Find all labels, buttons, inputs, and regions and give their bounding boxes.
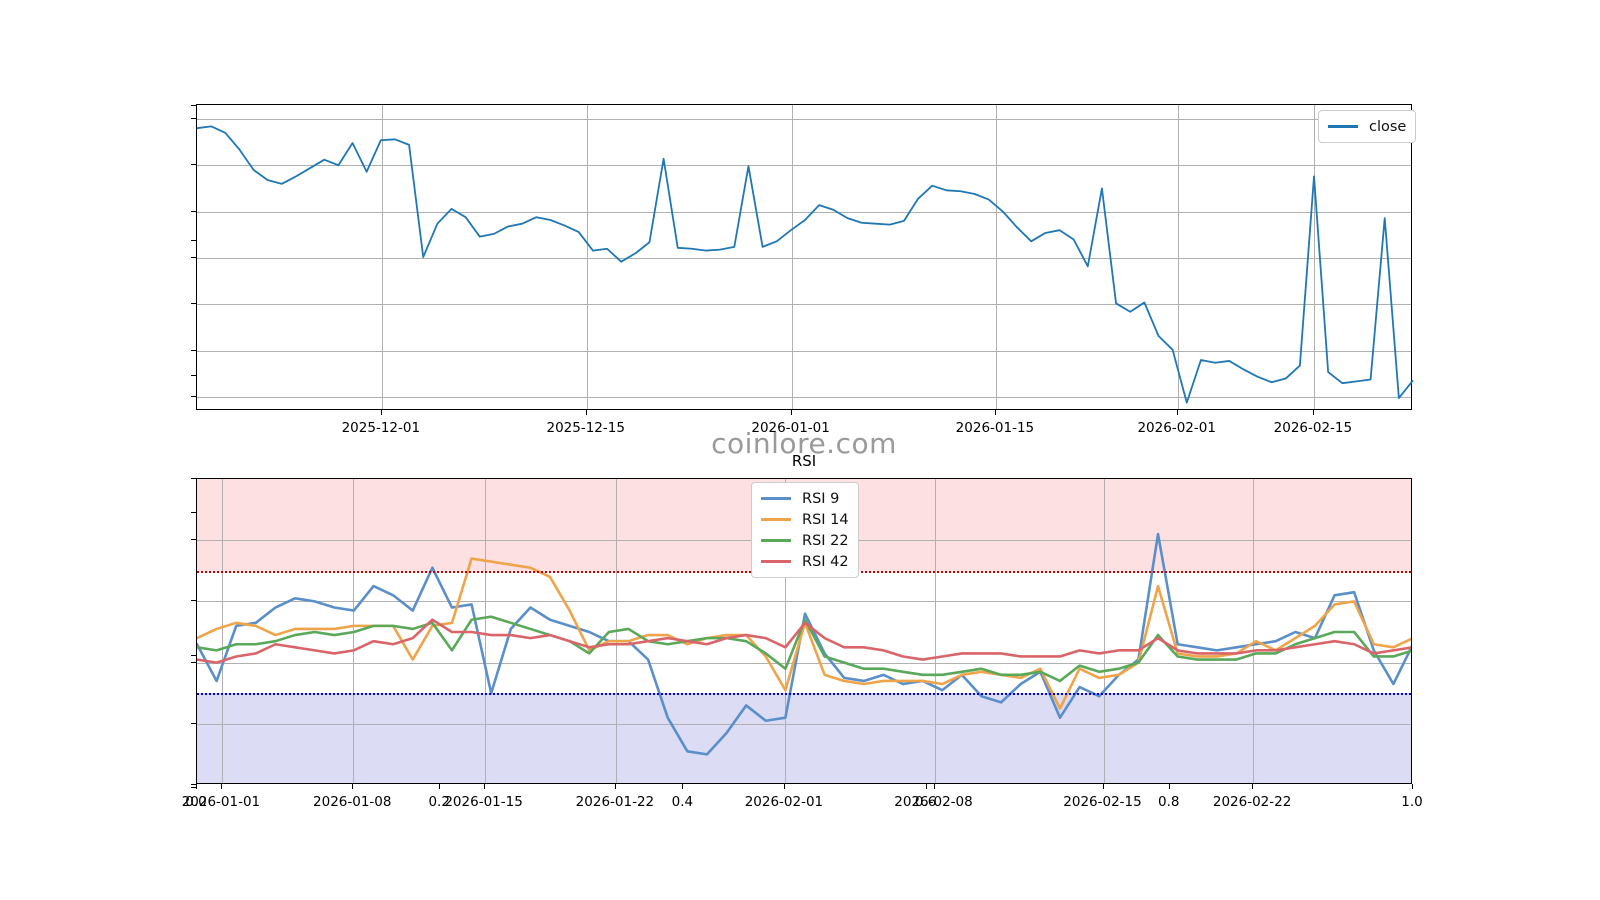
rsi-x-tick-label: 2026-01-15	[444, 794, 523, 810]
legend-label: RSI 14	[802, 511, 849, 528]
price-x-tick-label: 2026-02-01	[1137, 420, 1216, 436]
rsi-x-tick-mark	[614, 784, 616, 789]
price-x-tick-label: 2026-01-15	[955, 420, 1035, 436]
price-y-tick-mark	[191, 117, 196, 119]
price-y-tick-mark	[191, 210, 196, 212]
price-x-tick-label: 2025-12-01	[341, 420, 421, 436]
rsi-y-tick-mark	[191, 784, 196, 785]
price-x-tick-mark	[790, 410, 792, 415]
price-x-tick-mark	[1312, 410, 1314, 415]
rsi-y-tick-mark	[191, 600, 196, 602]
rsi-x-tick-mark-secondary	[196, 784, 197, 789]
rsi-x-tick-mark	[933, 784, 935, 789]
rsi-x-tick-mark	[483, 784, 485, 789]
rsi-x-tick-mark	[352, 784, 354, 789]
rsi-x-tick-mark	[783, 784, 785, 789]
rsi-y-tick-mark-secondary	[191, 512, 196, 513]
rsi-line-plot	[197, 532, 1411, 756]
rsi-x-tick-mark	[220, 784, 222, 789]
price-y-tick-mark	[191, 257, 196, 258]
price-line-plot	[196, 125, 1414, 404]
rsi-x-tick-label: 2026-02-08	[894, 794, 973, 810]
rsi-x-tick-mark-secondary	[682, 784, 684, 789]
price-x-tick-label: 2025-12-15	[546, 420, 625, 436]
price-y-tick-mark	[191, 396, 196, 398]
rsi-x-tick-label-secondary: 0.6	[914, 794, 937, 810]
rsi-x-tick-label-secondary: 0.8	[1158, 794, 1180, 810]
rsi-y-tick-mark-secondary	[191, 655, 196, 656]
rsi-series-line	[197, 557, 1411, 710]
price-chart-panel	[196, 104, 1414, 410]
price-x-tick-label: 2026-01-01	[751, 420, 830, 436]
price-x-tick-mark	[994, 410, 996, 415]
legend-item[interactable]: RSI 9	[761, 488, 849, 509]
rsi-x-tick-label: 2026-01-08	[313, 794, 392, 810]
price-y-tick-mark-secondary	[191, 240, 196, 241]
close-line	[196, 125, 1414, 404]
price-y-tick-mark-secondary	[191, 375, 196, 376]
legend-swatch-icon	[761, 539, 791, 542]
rsi-y-tick-mark	[191, 722, 196, 724]
legend-swatch-icon	[761, 518, 791, 521]
rsi-x-tick-label: 2026-02-15	[1063, 794, 1142, 810]
rsi-x-tick-mark-secondary	[1412, 784, 1413, 789]
price-y-tick-mark	[191, 164, 196, 166]
rsi-x-tick-label: 2026-01-22	[575, 794, 655, 810]
price-y-tick-mark-secondary	[191, 105, 196, 106]
legend-swatch-icon	[761, 560, 791, 563]
legend-label: close	[1369, 118, 1407, 135]
rsi-y-tick-mark	[191, 661, 196, 663]
legend-swatch-icon	[1328, 125, 1358, 128]
legend-label: RSI 9	[802, 490, 840, 507]
rsi-x-tick-label: 2026-01-01	[181, 794, 261, 810]
rsi-x-tick-label: 2026-02-01	[744, 794, 824, 810]
oversold-zone	[197, 693, 1411, 783]
rsi-series-line	[197, 532, 1411, 756]
price-legend[interactable]: close	[1318, 110, 1417, 143]
rsi-x-tick-label-secondary: 1.0	[1401, 794, 1423, 810]
legend-item[interactable]: RSI 22	[761, 530, 849, 551]
legend-swatch-icon	[761, 497, 791, 500]
rsi-series-line	[197, 618, 1411, 664]
watermark: coinlore.com	[711, 427, 897, 460]
legend-label: RSI 42	[802, 553, 849, 570]
rsi-y-tick-mark	[191, 539, 196, 541]
rsi-x-tick-label: 2026-02-22	[1212, 794, 1292, 810]
rsi-x-tick-mark	[1252, 784, 1254, 789]
rsi-y-tick-mark	[191, 478, 196, 479]
rsi-legend[interactable]: RSI 9 RSI 14 RSI 22 RSI 42	[751, 482, 859, 578]
price-x-tick-mark	[1176, 410, 1178, 415]
rsi-x-tick-label-secondary: 0.0	[185, 794, 207, 810]
oversold-level-line	[197, 693, 1411, 696]
price-x-tick-mark	[585, 410, 587, 415]
legend-item[interactable]: close	[1328, 116, 1406, 137]
rsi-title: RSI	[791, 452, 817, 470]
rsi-x-tick-label-secondary: 0.4	[671, 794, 694, 810]
rsi-x-tick-mark-secondary	[1168, 784, 1170, 789]
rsi-y-tick-mark-secondary	[191, 787, 196, 788]
price-y-tick-mark	[191, 349, 196, 351]
rsi-x-tick-mark	[1102, 784, 1104, 789]
legend-item[interactable]: RSI 42	[761, 551, 849, 572]
rsi-x-tick-label-secondary: 0.2	[428, 794, 450, 810]
price-x-tick-label: 2026-02-15	[1273, 420, 1353, 436]
legend-label: RSI 22	[802, 532, 849, 549]
rsi-x-tick-mark-secondary	[439, 784, 441, 789]
legend-item[interactable]: RSI 14	[761, 509, 849, 530]
price-x-tick-mark	[380, 410, 382, 415]
rsi-x-tick-mark-secondary	[925, 784, 927, 789]
rsi-series-line	[197, 615, 1411, 683]
price-y-tick-mark	[191, 303, 196, 305]
